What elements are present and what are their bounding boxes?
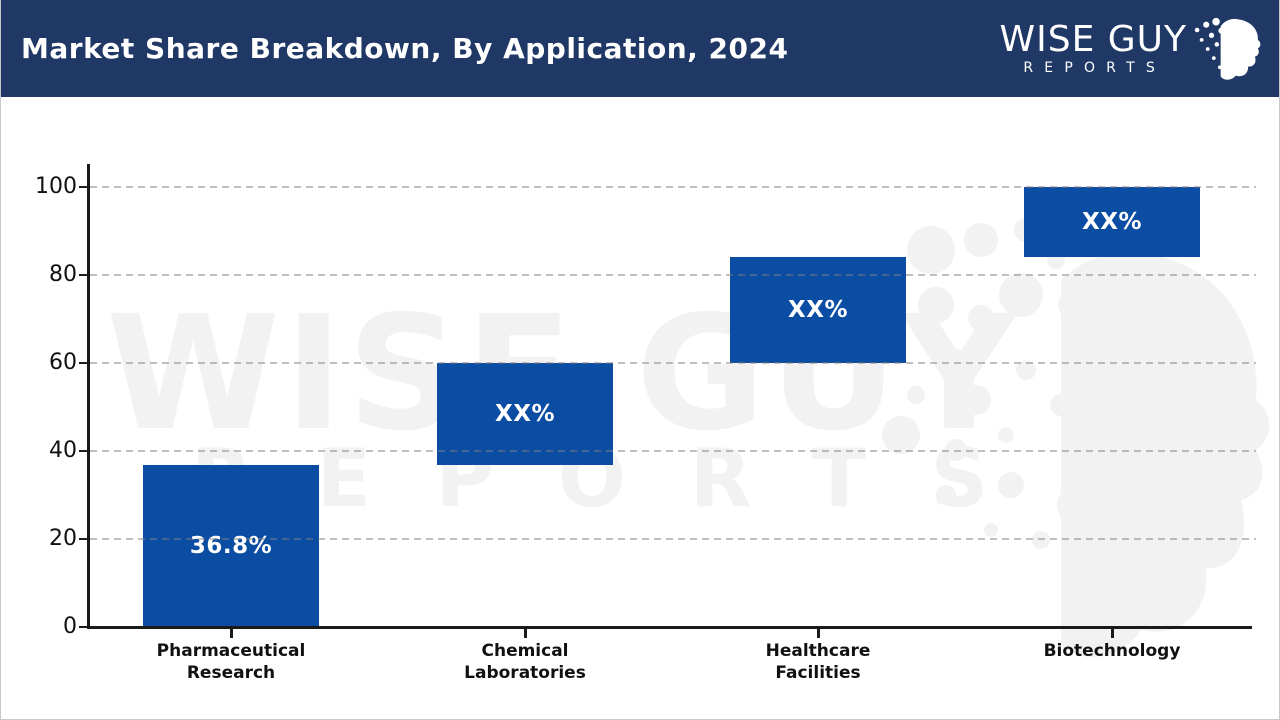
logo-head-icon bbox=[1194, 17, 1261, 80]
y-axis-tick-label: 20 bbox=[49, 526, 77, 551]
x-axis-category-label: Healthcare Facilities bbox=[765, 641, 871, 684]
logo-sub-text: REPORTS bbox=[1023, 60, 1166, 76]
logo-wordmark: WISE GUY REPORTS bbox=[999, 19, 1188, 76]
y-axis-tick-label: 0 bbox=[63, 614, 77, 639]
bar-pharmaceutical-research: 36.8% bbox=[143, 465, 319, 627]
x-axis-category-label: Chemical Laboratories bbox=[464, 641, 586, 684]
y-axis-tick bbox=[79, 538, 88, 540]
gridline bbox=[90, 362, 1256, 364]
gridline bbox=[90, 186, 1256, 188]
y-axis-tick bbox=[79, 362, 88, 364]
gridline bbox=[90, 538, 1256, 540]
x-axis-category-label: Biotechnology bbox=[1043, 641, 1181, 661]
bar-biotechnology: XX% bbox=[1024, 187, 1200, 258]
y-axis-tick-label: 80 bbox=[49, 262, 77, 287]
y-axis-tick bbox=[79, 274, 88, 276]
bar-value-label: XX% bbox=[494, 401, 555, 428]
x-axis bbox=[87, 626, 1252, 629]
x-axis-tick bbox=[524, 629, 527, 638]
y-axis-tick-label: 100 bbox=[35, 174, 77, 199]
gridline bbox=[90, 274, 1256, 276]
page-title: Market Share Breakdown, By Application, … bbox=[21, 32, 789, 65]
x-axis-tick bbox=[230, 629, 233, 638]
bar-chemical-laboratories: XX% bbox=[437, 363, 613, 466]
x-axis-tick bbox=[1111, 629, 1114, 638]
y-axis-tick-label: 60 bbox=[49, 350, 77, 375]
bar-value-label: XX% bbox=[787, 297, 848, 324]
logo-name-text: WISE GUY bbox=[999, 19, 1187, 60]
y-axis bbox=[87, 164, 90, 629]
x-axis-category-label: Pharmaceutical Research bbox=[156, 641, 306, 684]
brand-logo: WISE GUY REPORTS bbox=[1000, 8, 1268, 90]
gridline bbox=[90, 450, 1256, 452]
x-axis-tick bbox=[817, 629, 820, 638]
bar-value-label: 36.8% bbox=[189, 533, 273, 560]
y-axis-tick bbox=[79, 450, 88, 452]
y-axis-tick-label: 40 bbox=[49, 438, 77, 463]
y-axis-tick bbox=[79, 626, 88, 628]
header-bar: Market Share Breakdown, By Application, … bbox=[1, 0, 1279, 97]
y-axis-tick bbox=[79, 186, 88, 188]
bar-value-label: XX% bbox=[1081, 209, 1142, 236]
